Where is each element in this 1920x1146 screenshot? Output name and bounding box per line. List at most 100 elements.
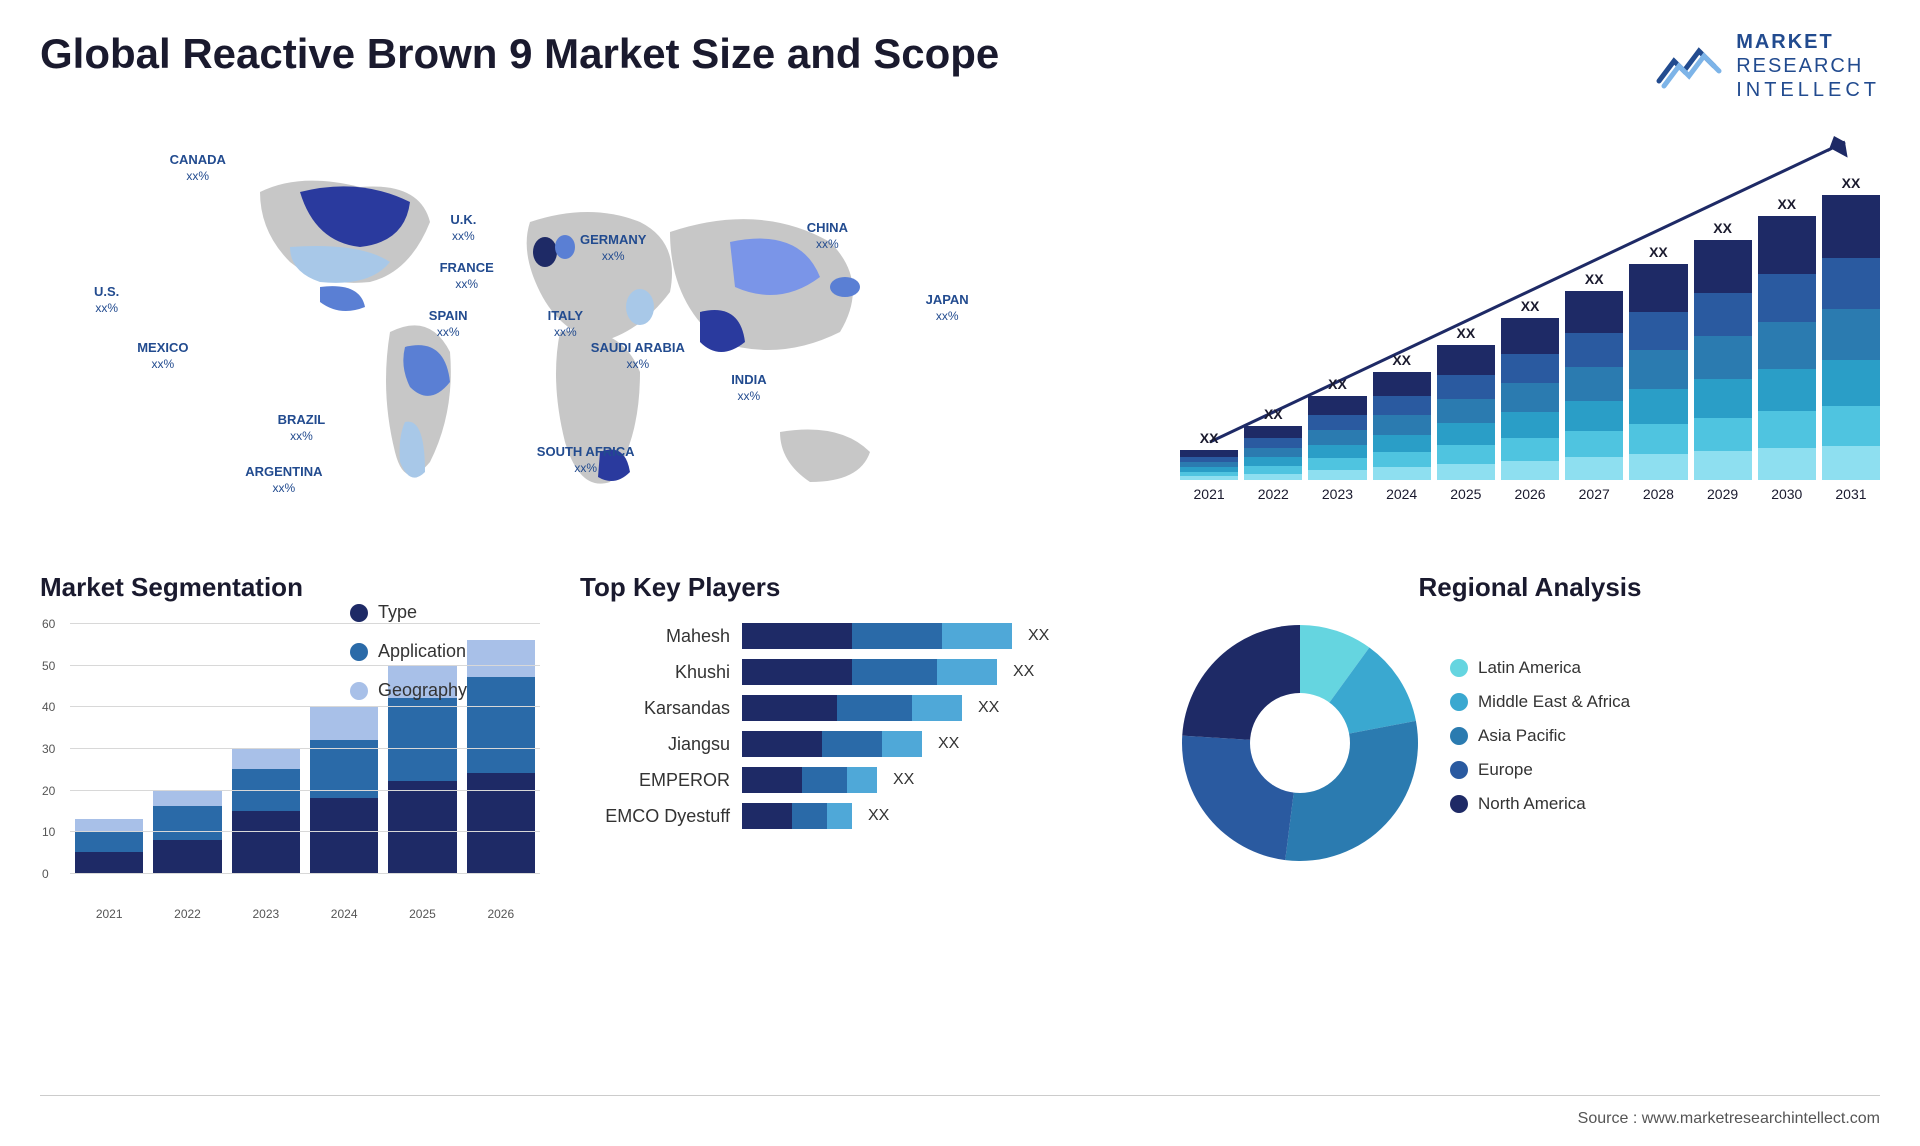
seg-ytick: 20 [42, 784, 55, 798]
growth-bar-year: 2022 [1258, 486, 1289, 502]
segmentation-panel: Market Segmentation 0102030405060 202120… [40, 572, 540, 921]
growth-bar-2027: XX 2027 [1565, 271, 1623, 502]
kp-value: XX [868, 807, 889, 825]
growth-bar-year: 2025 [1450, 486, 1481, 502]
kp-row-emcodyestuff: EMCO Dyestuff XX [580, 803, 1140, 829]
logo-icon [1654, 41, 1724, 91]
growth-bar-2031: XX 2031 [1822, 175, 1880, 502]
page-title: Global Reactive Brown 9 Market Size and … [40, 30, 999, 78]
reg-legend-item: North America [1450, 794, 1630, 814]
regional-legend: Latin America Middle East & Africa Asia Pa… [1450, 658, 1630, 828]
growth-bar-year: 2026 [1514, 486, 1545, 502]
growth-bar-year: 2029 [1707, 486, 1738, 502]
map-label-mexico: MEXICOxx% [137, 340, 188, 371]
key-players-title: Top Key Players [580, 572, 1140, 603]
seg-ytick: 50 [42, 659, 55, 673]
regional-title: Regional Analysis [1180, 572, 1880, 603]
regional-donut-chart [1180, 623, 1420, 863]
seg-bar-2021 [75, 819, 143, 873]
map-label-argentina: ARGENTINAxx% [245, 464, 322, 495]
seg-xlabel: 2025 [388, 903, 456, 921]
growth-bar-value-label: XX [1392, 352, 1411, 368]
reg-legend-item: Europe [1450, 760, 1630, 780]
growth-bar-2021: XX 2021 [1180, 430, 1238, 502]
growth-bar-value-label: XX [1521, 298, 1540, 314]
map-label-canada: CANADAxx% [170, 152, 226, 183]
map-label-uk: U.K.xx% [450, 212, 476, 243]
kp-value: XX [893, 771, 914, 789]
seg-legend-item: Type [350, 602, 467, 623]
seg-xlabel: 2023 [232, 903, 300, 921]
map-label-japan: JAPANxx% [926, 292, 969, 323]
seg-ytick: 30 [42, 742, 55, 756]
growth-bar-2024: XX 2024 [1373, 352, 1431, 502]
kp-row-khushi: Khushi XX [580, 659, 1140, 685]
growth-bar-2022: XX 2022 [1244, 406, 1302, 502]
logo-text-1: MARKET [1736, 30, 1880, 54]
reg-legend-item: Asia Pacific [1450, 726, 1630, 746]
seg-legend-item: Application [350, 641, 467, 662]
seg-ytick: 40 [42, 700, 55, 714]
brand-logo: MARKET RESEARCH INTELLECT [1654, 30, 1880, 102]
map-label-germany: GERMANYxx% [580, 232, 646, 263]
kp-name: EMCO Dyestuff [580, 806, 730, 827]
reg-legend-item: Middle East & Africa [1450, 692, 1630, 712]
growth-bar-2029: XX 2029 [1694, 220, 1752, 502]
seg-ytick: 0 [42, 867, 49, 881]
growth-bar-value-label: XX [1777, 196, 1796, 212]
seg-xlabel: 2022 [153, 903, 221, 921]
growth-bar-2023: XX2023 [1308, 376, 1366, 502]
map-label-us: U.S.xx% [94, 284, 119, 315]
kp-row-jiangsu: JiangsuXX [580, 731, 1140, 757]
map-label-saudiarabia: SAUDI ARABIAxx% [591, 340, 685, 371]
kp-row-mahesh: Mahesh XX [580, 623, 1140, 649]
growth-bar-2026: XX 2026 [1501, 298, 1559, 502]
seg-ytick: 10 [42, 825, 55, 839]
map-label-brazil: BRAZILxx% [278, 412, 326, 443]
map-label-spain: SPAINxx% [429, 308, 468, 339]
source-attribution: Source : www.marketresearchintellect.com [1578, 1110, 1880, 1128]
map-label-italy: ITALYxx% [548, 308, 583, 339]
growth-bar-2025: XX 2025 [1437, 325, 1495, 502]
seg-xlabel: 2026 [467, 903, 535, 921]
key-players-panel: Top Key Players Mahesh XX Khushi XX Karsanda… [580, 572, 1140, 921]
map-label-india: INDIAxx% [731, 372, 766, 403]
growth-bar-year: 2028 [1643, 486, 1674, 502]
map-label-china: CHINAxx% [807, 220, 848, 251]
growth-bar-year: 2027 [1579, 486, 1610, 502]
kp-value: XX [1028, 627, 1049, 645]
growth-bar-value-label: XX [1457, 325, 1476, 341]
growth-bar-year: 2024 [1386, 486, 1417, 502]
growth-bar-value-label: XX [1713, 220, 1732, 236]
reg-legend-item: Latin America [1450, 658, 1630, 678]
seg-xlabel: 2024 [310, 903, 378, 921]
growth-bar-year: 2030 [1771, 486, 1802, 502]
growth-bar-2028: XX 2028 [1629, 244, 1687, 502]
kp-row-karsandas: KarsandasXX [580, 695, 1140, 721]
growth-bar-value-label: XX [1328, 376, 1347, 392]
growth-bar-value-label: XX [1842, 175, 1861, 191]
growth-bar-value-label: XX [1585, 271, 1604, 287]
kp-row-emperor: EMPERORXX [580, 767, 1140, 793]
key-players-chart: MaheshXXKhushiXXKarsandasXXJiangsuXXEMPE… [580, 623, 1140, 829]
kp-name: Khushi [580, 662, 730, 683]
seg-bar-2026 [467, 640, 535, 873]
world-map: CANADAxx% U.S.xx% MEXICOxx% BRAZILxx% ARGENT… [40, 132, 1120, 532]
kp-value: XX [938, 735, 959, 753]
kp-name: Mahesh [580, 626, 730, 647]
kp-name: Karsandas [580, 698, 730, 719]
seg-xlabel: 2021 [75, 903, 143, 921]
map-label-france: FRANCExx% [440, 260, 494, 291]
growth-bar-year: 2021 [1194, 486, 1225, 502]
growth-bar-chart: XX2021XX2022XX2023XX2024XX2025XX2026XX20… [1180, 132, 1880, 532]
logo-text-3: INTELLECT [1736, 78, 1880, 102]
growth-bar-year: 2031 [1835, 486, 1866, 502]
growth-bar-value-label: XX [1200, 430, 1219, 446]
regional-panel: Regional Analysis Latin America Middle Ea… [1180, 572, 1880, 921]
segmentation-title: Market Segmentation [40, 572, 540, 603]
seg-bar-2023 [232, 748, 300, 873]
seg-legend-item: Geography [350, 680, 467, 701]
kp-value: XX [1013, 663, 1034, 681]
growth-bar-value-label: XX [1264, 406, 1283, 422]
growth-bar-value-label: XX [1649, 244, 1668, 260]
